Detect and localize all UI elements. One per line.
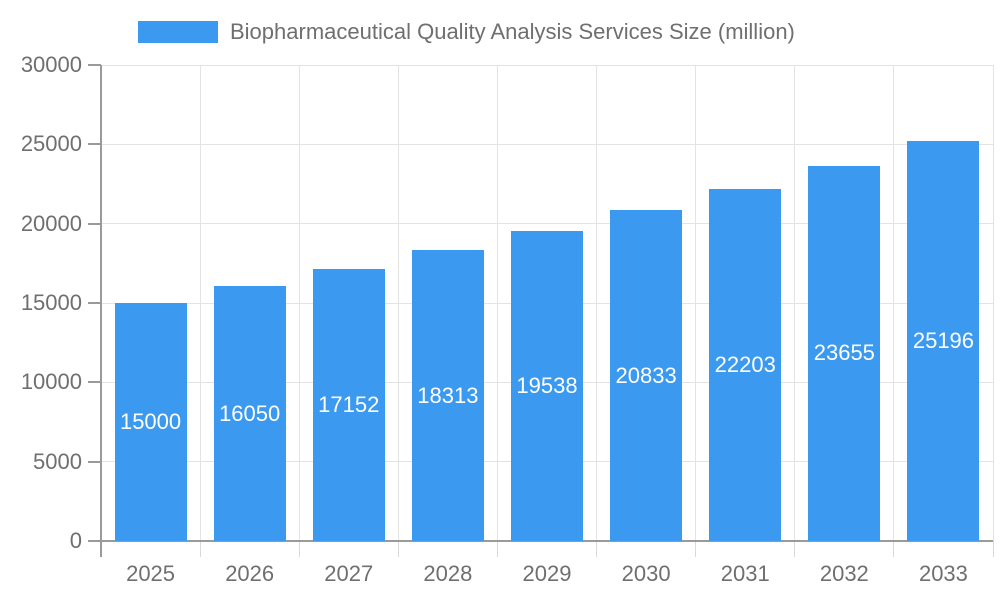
x-axis-tick-label: 2025 — [126, 561, 176, 586]
legend-label: Biopharmaceutical Quality Analysis Servi… — [230, 19, 795, 44]
x-gridline — [496, 65, 498, 541]
bar[interactable] — [312, 268, 385, 541]
x-axis-tick — [695, 541, 697, 557]
y-axis-tick-label: 15000 — [20, 290, 82, 315]
y-axis-line — [100, 65, 102, 557]
y-axis-tick — [88, 460, 101, 463]
y-axis-tick-label: 25000 — [20, 131, 82, 157]
x-axis-tick-label: 2033 — [918, 561, 968, 586]
x-gridline — [695, 65, 697, 541]
bar-value-label: 22203 — [714, 351, 776, 377]
legend-swatch[interactable] — [138, 21, 218, 43]
y-gridline — [101, 64, 993, 66]
bar[interactable] — [808, 165, 881, 541]
y-axis-tick-label: 20000 — [20, 210, 82, 236]
x-axis-tick-label: 2027 — [324, 561, 374, 586]
x-gridline — [298, 65, 300, 541]
y-axis-tick-label: 10000 — [20, 369, 82, 395]
x-gridline — [397, 65, 399, 541]
bar-value-label: 25196 — [912, 328, 975, 354]
y-gridline — [101, 223, 993, 225]
y-axis-tick — [88, 302, 101, 304]
x-axis-tick-label: 2030 — [621, 561, 671, 586]
bar[interactable] — [511, 230, 583, 541]
bar-value-label: 19538 — [516, 372, 578, 398]
y-axis-tick — [88, 381, 101, 384]
bar[interactable] — [907, 141, 980, 541]
bar[interactable] — [610, 210, 683, 541]
bar-value-label: 17152 — [318, 391, 380, 417]
legend-item[interactable]: Biopharmaceutical Quality Analysis Servi… — [138, 21, 795, 43]
x-axis-tick — [596, 541, 598, 557]
y-axis-tick — [88, 143, 101, 146]
x-axis-tick — [199, 541, 201, 557]
bar[interactable] — [213, 286, 286, 541]
x-axis-line — [101, 540, 993, 542]
x-axis-tick — [893, 541, 895, 557]
x-gridline — [596, 65, 598, 541]
bar-value-label: 20833 — [615, 362, 677, 388]
x-gridline — [893, 65, 895, 541]
x-axis-tick-label: 2031 — [720, 561, 770, 586]
bar-value-label: 18313 — [417, 382, 479, 408]
y-axis-tick-label: 5000 — [33, 448, 82, 474]
x-gridline — [199, 65, 201, 541]
x-axis-tick — [397, 541, 399, 557]
y-axis-tick-label: 30000 — [20, 52, 82, 77]
y-axis-tick — [88, 540, 101, 542]
x-axis-tick — [298, 541, 300, 557]
x-axis-tick — [992, 541, 994, 557]
x-axis-tick — [794, 541, 796, 557]
y-gridline — [101, 143, 993, 145]
bar-value-label: 16050 — [219, 400, 281, 426]
bar[interactable] — [411, 250, 484, 541]
bar-value-label: 23655 — [813, 340, 875, 366]
bar[interactable] — [114, 303, 187, 541]
bar-value-label: 15000 — [119, 409, 182, 434]
bar[interactable] — [709, 188, 782, 541]
x-axis-tick-label: 2026 — [225, 561, 275, 586]
y-axis-tick — [88, 222, 101, 225]
x-gridline — [992, 65, 994, 541]
x-axis-tick-label: 2028 — [423, 561, 473, 586]
x-axis-tick-label: 2029 — [522, 561, 572, 586]
x-gridline — [794, 65, 796, 541]
x-axis-tick-label: 2032 — [819, 561, 869, 586]
y-axis-tick — [88, 64, 101, 66]
x-axis-tick — [496, 541, 498, 557]
y-axis-tick-label: 0 — [69, 528, 82, 553]
